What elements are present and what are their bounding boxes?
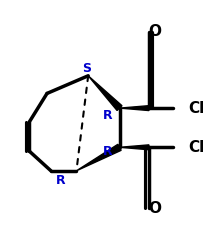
Polygon shape	[119, 106, 148, 111]
Text: Cl: Cl	[187, 101, 203, 116]
Text: Cl: Cl	[187, 140, 203, 155]
Polygon shape	[76, 144, 121, 171]
Polygon shape	[88, 76, 121, 111]
Text: S: S	[81, 62, 90, 75]
Text: R: R	[102, 145, 112, 158]
Text: O: O	[147, 24, 160, 39]
Text: R: R	[102, 109, 112, 122]
Text: O: O	[147, 200, 160, 216]
Polygon shape	[119, 145, 148, 150]
Text: R: R	[56, 174, 65, 187]
